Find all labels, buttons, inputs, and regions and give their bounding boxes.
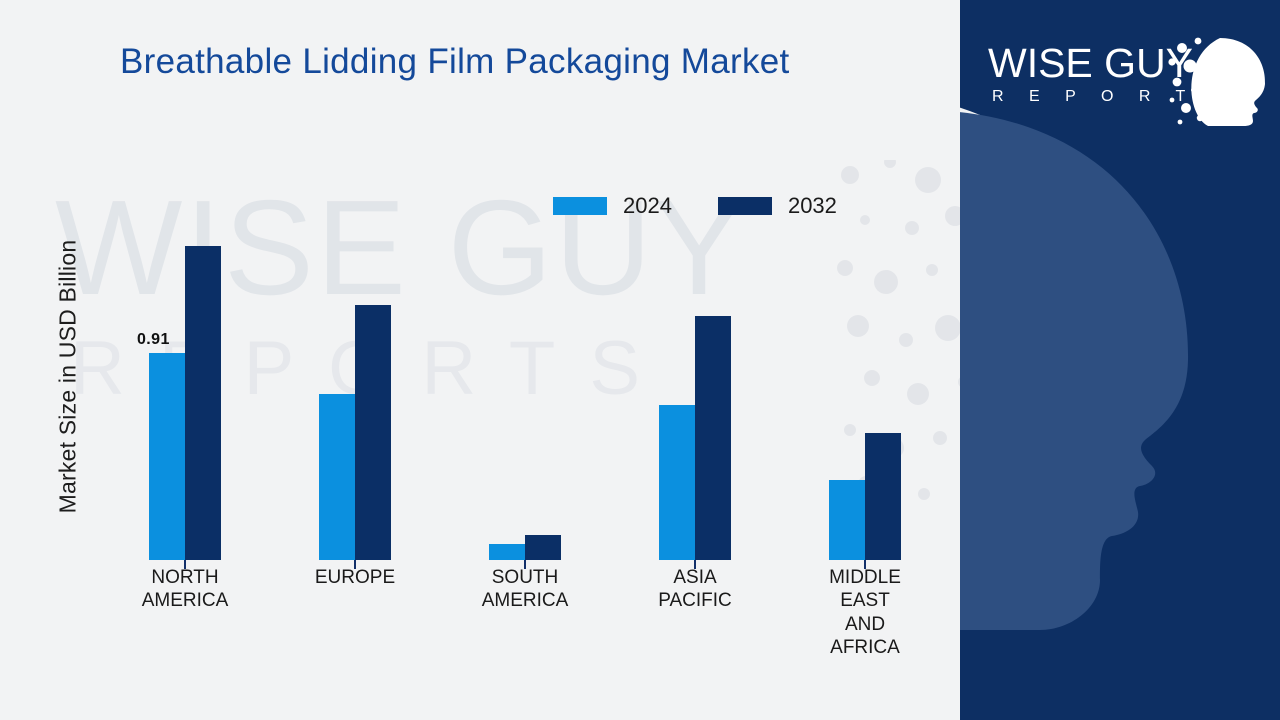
x-axis-label-asia-pacific: ASIA PACIFIC xyxy=(658,567,732,612)
bar-2032-south-america[interactable] xyxy=(525,534,561,560)
bar-2024-europe[interactable] xyxy=(319,393,355,560)
x-axis-tick xyxy=(354,560,356,569)
x-axis-label-europe: EUROPE xyxy=(314,567,396,588)
legend-label-2032: 2032 xyxy=(787,193,837,218)
x-axis-tick xyxy=(694,560,696,569)
bar-2032-europe[interactable] xyxy=(355,305,391,560)
legend-item-2032[interactable]: 2032 xyxy=(717,193,837,219)
bar-2032-north-america[interactable] xyxy=(185,245,221,560)
bar-2024-south-america[interactable] xyxy=(489,544,525,560)
chart-plot-area: 0.91 NORTH AMERICA EUROPE SOUTH AMERICA ASIA… xyxy=(137,245,901,659)
brand-logo[interactable]: WISE GUY R E P O R T S xyxy=(982,37,1266,126)
panel-head-profile-icon xyxy=(960,112,1189,630)
brand-panel: WISE GUY R E P O R T S xyxy=(960,0,1280,720)
x-axis-label-north-america: NORTH AMERICA xyxy=(141,567,229,612)
brand-logo-wordmark: WISE GUY xyxy=(988,40,1194,86)
legend-label-2024: 2024 xyxy=(623,193,672,218)
x-axis-tick xyxy=(524,560,526,569)
x-axis-tick xyxy=(864,560,866,569)
bar-2032-middle-east-and-africa[interactable] xyxy=(865,432,901,560)
panel-dots-icon xyxy=(960,150,1090,570)
legend-swatch-2024 xyxy=(553,197,607,215)
legend-item-2024[interactable]: 2024 xyxy=(553,193,672,219)
x-axis-tick xyxy=(184,560,186,569)
bar-2024-middle-east-and-africa[interactable] xyxy=(829,480,865,560)
x-axis-label-middle-east-and-africa: MIDDLE EAST AND AFRICA xyxy=(829,567,901,659)
bar-value-label: 0.91 xyxy=(137,330,170,348)
x-axis-label-south-america: SOUTH AMERICA xyxy=(481,567,569,612)
bar-2032-asia-pacific[interactable] xyxy=(695,316,731,560)
head-profile-dots-icon xyxy=(1168,37,1266,126)
page-title: Breathable Lidding Film Packaging Market xyxy=(120,42,790,81)
bar-2024-asia-pacific[interactable] xyxy=(659,405,695,560)
brand-logo-tagline: R E P O R T S xyxy=(992,88,1232,105)
bar-2024-north-america[interactable] xyxy=(149,352,185,560)
chart-legend: 2024 2032 xyxy=(553,193,837,219)
legend-swatch-2032 xyxy=(717,197,772,215)
